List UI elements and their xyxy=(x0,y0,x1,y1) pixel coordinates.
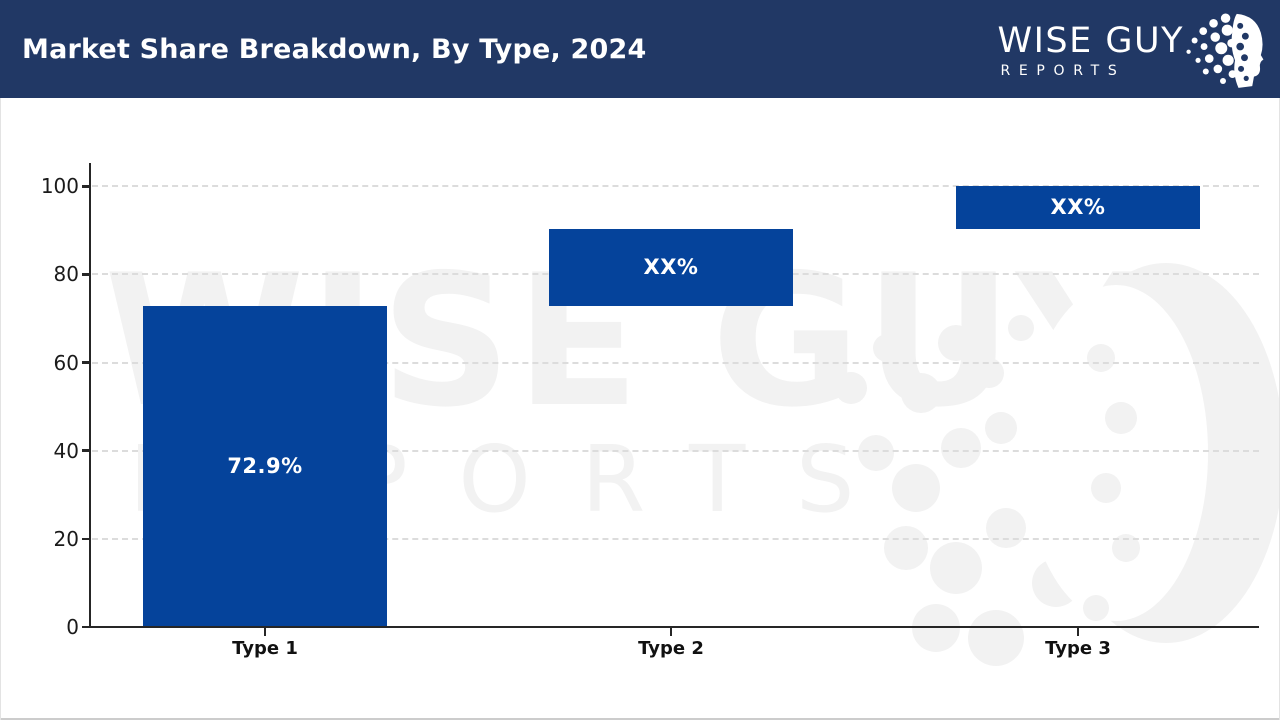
dotted-head-profile-icon xyxy=(1186,13,1264,88)
y-tick-label-0: 0 xyxy=(66,615,79,639)
y-tick-80 xyxy=(82,273,90,276)
chart-area: WISE GUY REPORTS 0 20 40 60 80 10 xyxy=(0,98,1280,720)
y-tick-100 xyxy=(82,185,90,188)
y-tick-40 xyxy=(82,449,90,452)
y-tick-label-100: 100 xyxy=(40,174,79,199)
x-tick-label-1: Type 1 xyxy=(232,638,298,659)
brand-name: WISE GUY xyxy=(997,21,1184,61)
gridline-100 xyxy=(92,185,1259,188)
bar-value-label: XX% xyxy=(643,255,699,280)
bar-type-2: XX% xyxy=(549,228,793,306)
bar-type-3: XX% xyxy=(956,186,1200,229)
gridline-40 xyxy=(92,449,1259,452)
x-tick-1 xyxy=(263,628,267,636)
x-tick-label-2: Type 2 xyxy=(638,638,704,659)
plot-area: 0 20 40 60 80 100 72.9% Type 1 XX% Type 2 XX% Type … xyxy=(1,98,1279,720)
x-tick-2 xyxy=(669,628,673,636)
header-bar: Market Share Breakdown, By Type, 2024 WI… xyxy=(0,0,1280,98)
bar-value-label: 72.9% xyxy=(227,454,303,479)
x-tick-3 xyxy=(1076,628,1080,636)
y-tick-label-60: 60 xyxy=(53,350,79,375)
y-tick-20 xyxy=(82,537,90,541)
brand-subtitle: REPORTS xyxy=(1000,63,1126,79)
gridline-60 xyxy=(92,361,1259,364)
x-tick-label-3: Type 3 xyxy=(1045,638,1111,659)
y-tick-label-40: 40 xyxy=(53,438,79,463)
dotted-head-profile-watermark xyxy=(835,263,1279,666)
bottom-divider xyxy=(1,718,1279,720)
page-title: Market Share Breakdown, By Type, 2024 xyxy=(22,34,647,65)
gridline-20 xyxy=(92,537,1259,540)
y-axis xyxy=(88,163,91,628)
y-tick-label-20: 20 xyxy=(53,526,79,551)
bar-value-label: XX% xyxy=(1050,195,1106,220)
y-tick-60 xyxy=(82,361,90,364)
brand-logo-text: WISE GUY REPORTS xyxy=(997,21,1184,79)
brand-logo: WISE GUY REPORTS xyxy=(997,6,1266,94)
x-axis xyxy=(86,625,1259,628)
bar-type-1: 72.9% xyxy=(143,305,387,627)
y-tick-label-80: 80 xyxy=(53,262,79,287)
